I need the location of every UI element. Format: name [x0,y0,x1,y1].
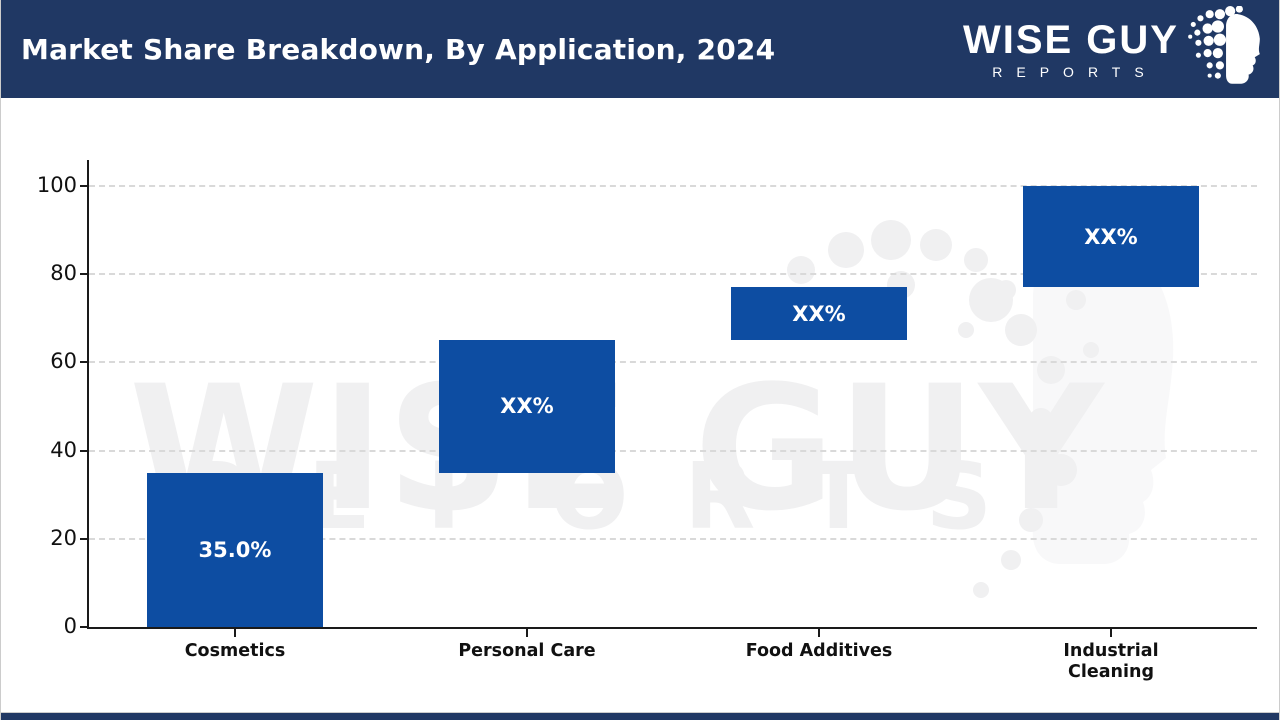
dotted-head-icon [1188,6,1260,84]
logo-subtitle: REPORTS [992,63,1158,80]
y-tick-mark [80,626,89,628]
gridline [89,537,1257,540]
x-tick-mark [526,629,528,637]
bar-value-label: XX% [792,301,846,326]
y-tick-label: 60 [50,349,77,374]
y-tick-label: 100 [36,173,77,197]
footer-bar [1,713,1279,720]
bar-value-label: XX% [500,394,554,419]
bar: XX% [731,287,907,341]
bar: 35.0% [147,472,323,627]
y-tick-mark [80,273,89,276]
y-tick-label: 20 [50,525,77,550]
y-tick-label: 40 [50,437,77,462]
y-tick-label: 0 [63,614,77,638]
x-axis-line [87,627,1257,629]
gridline [89,449,1257,452]
y-axis-line [87,160,89,629]
logo-wordmark: WISE GUY [962,17,1179,62]
y-tick-mark [80,537,89,540]
logo-text: WISE GUY REPORTS [963,20,1179,79]
bar-value-label: XX% [1084,224,1138,249]
bar: XX% [439,340,615,473]
page-title: Market Share Breakdown, By Application, … [21,32,776,66]
x-tick-label: Industrial Cleaning [1063,641,1159,682]
x-tick-mark [818,629,820,637]
y-tick-mark [80,361,89,364]
footer-divider [1,712,1279,713]
y-tick-label: 80 [50,261,77,286]
gridline [89,273,1257,276]
x-tick-label: Personal Care [458,641,596,661]
x-tick-label: Food Additives [745,641,893,661]
x-tick-mark [1110,629,1112,637]
gridline [89,185,1257,187]
x-tick-mark [234,629,236,637]
y-tick-mark [80,185,89,187]
waterfall-chart: 0 20 40 60 80 100 35.0% Cosmetics XX% Personal Ca… [1,98,1279,713]
bar: XX% [1023,186,1199,288]
gridline [89,361,1257,364]
wiseguy-logo: WISE GUY REPORTS [963,6,1267,92]
x-tick-label: Cosmetics [184,641,286,661]
y-tick-mark [80,449,89,452]
bar-value-label: 35.0% [198,537,272,562]
header: Market Share Breakdown, By Application, … [1,0,1279,98]
